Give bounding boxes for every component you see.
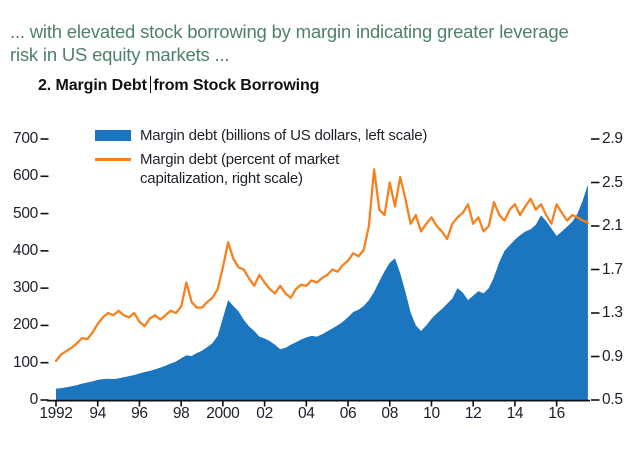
right-axis-tick-label: 2.9: [602, 130, 623, 147]
legend-entry-margin-debt-percent: Margin debt (percent of market capitaliz…: [95, 150, 427, 189]
left-axis-tick-label: 700: [13, 130, 38, 147]
x-axis-tick-label: 14: [506, 405, 524, 422]
left-axis-tick-label: 300: [13, 279, 38, 297]
right-axis-tick-label: 0.5: [602, 391, 623, 408]
x-axis-tick-label: 02: [256, 405, 273, 422]
x-axis-tick-label: 96: [131, 405, 148, 422]
margin-debt-area: [56, 184, 588, 400]
orange-line-swatch: [95, 157, 131, 161]
x-axis-tick-label: 12: [464, 405, 482, 422]
right-axis-tick-label: 2.1: [602, 217, 623, 234]
x-axis-tick-label: 06: [339, 405, 357, 422]
left-axis-tick-label: 100: [13, 353, 38, 371]
x-axis-tick-label: 08: [381, 405, 399, 422]
margin-debt-percent-line: [54, 168, 590, 363]
blue-area-swatch: [95, 130, 131, 141]
x-axis-tick-label: 10: [423, 405, 440, 422]
legend-label: Margin debt (billions of US dollars, lef…: [140, 127, 428, 144]
x-axis-tick-label: 94: [89, 405, 107, 422]
left-axis-tick-label: 200: [13, 316, 38, 334]
left-axis-tick-label: 600: [13, 167, 38, 185]
legend-entry-margin-debt-billions: Margin debt (billions of US dollars, lef…: [95, 126, 427, 146]
text-cursor: [149, 76, 152, 93]
caption-line-2: risk in US equity markets ...: [10, 44, 230, 65]
right-axis-tick-label: 1.7: [602, 260, 623, 278]
panel-title-suffix: from Stock Borrowing: [153, 77, 320, 94]
legend-label: Margin debt (percent of market capitaliz…: [140, 150, 340, 188]
x-axis-tick-label: 98: [172, 405, 190, 422]
caption-heading: ... with elevated stock borrowing by mar…: [10, 20, 569, 66]
panel-title-prefix: 2. Margin Debt: [38, 77, 147, 94]
right-axis-tick-label: 0.9: [602, 347, 623, 365]
caption-line-1: ... with elevated stock borrowing by mar…: [10, 21, 569, 42]
x-axis-tick-label: 2000: [206, 405, 240, 422]
left-axis-tick-label: 400: [13, 241, 38, 259]
panel-title[interactable]: 2. Margin Debt from Stock Borrowing: [38, 76, 319, 95]
right-axis-tick-label: 2.5: [602, 173, 623, 191]
chart-legend: Margin debt (billions of US dollars, lef…: [95, 126, 427, 189]
x-axis-tick-label: 16: [548, 405, 565, 422]
x-axis-tick-label: 04: [297, 405, 315, 422]
left-axis-tick-label: 500: [13, 204, 38, 222]
x-axis-tick-label: 1992: [39, 405, 73, 422]
right-axis-tick-label: 1.3: [602, 304, 623, 321]
left-axis-tick-label: 0: [29, 391, 39, 408]
